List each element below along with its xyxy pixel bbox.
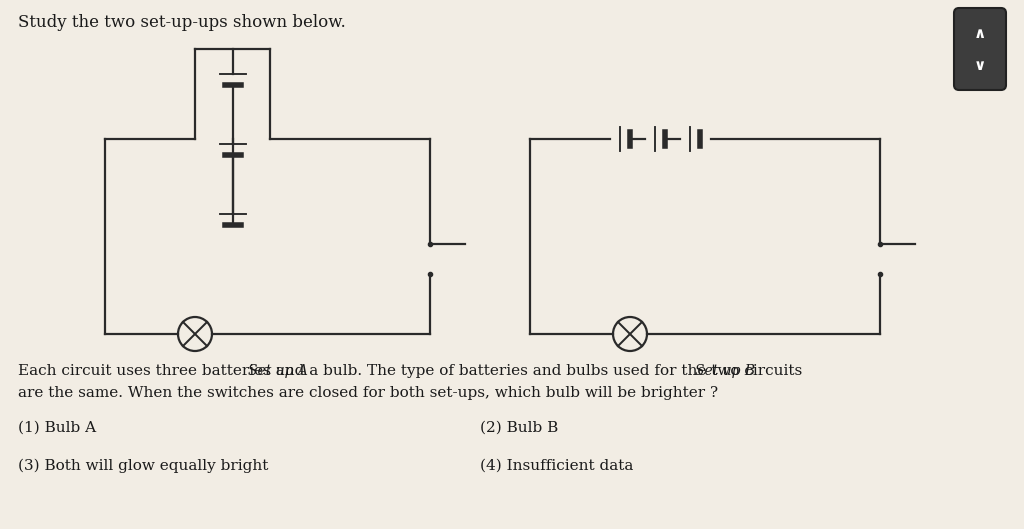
Text: (4) Insufficient data: (4) Insufficient data xyxy=(480,459,634,473)
Text: Set up A: Set up A xyxy=(248,364,307,378)
Text: Study the two set-up-ups shown below.: Study the two set-up-ups shown below. xyxy=(18,14,346,31)
Text: are the same. When the switches are closed for both set-ups, which bulb will be : are the same. When the switches are clos… xyxy=(18,386,718,400)
FancyBboxPatch shape xyxy=(954,8,1006,90)
Text: (2) Bulb B: (2) Bulb B xyxy=(480,421,558,435)
Text: ∨: ∨ xyxy=(974,58,986,72)
Text: ∧: ∧ xyxy=(974,25,986,41)
Text: (1) Bulb A: (1) Bulb A xyxy=(18,421,96,435)
Text: Each circuit uses three batteries and a bulb. The type of batteries and bulbs us: Each circuit uses three batteries and a … xyxy=(18,364,802,378)
Text: Set up B: Set up B xyxy=(695,364,755,378)
Text: (3) Both will glow equally bright: (3) Both will glow equally bright xyxy=(18,459,268,473)
